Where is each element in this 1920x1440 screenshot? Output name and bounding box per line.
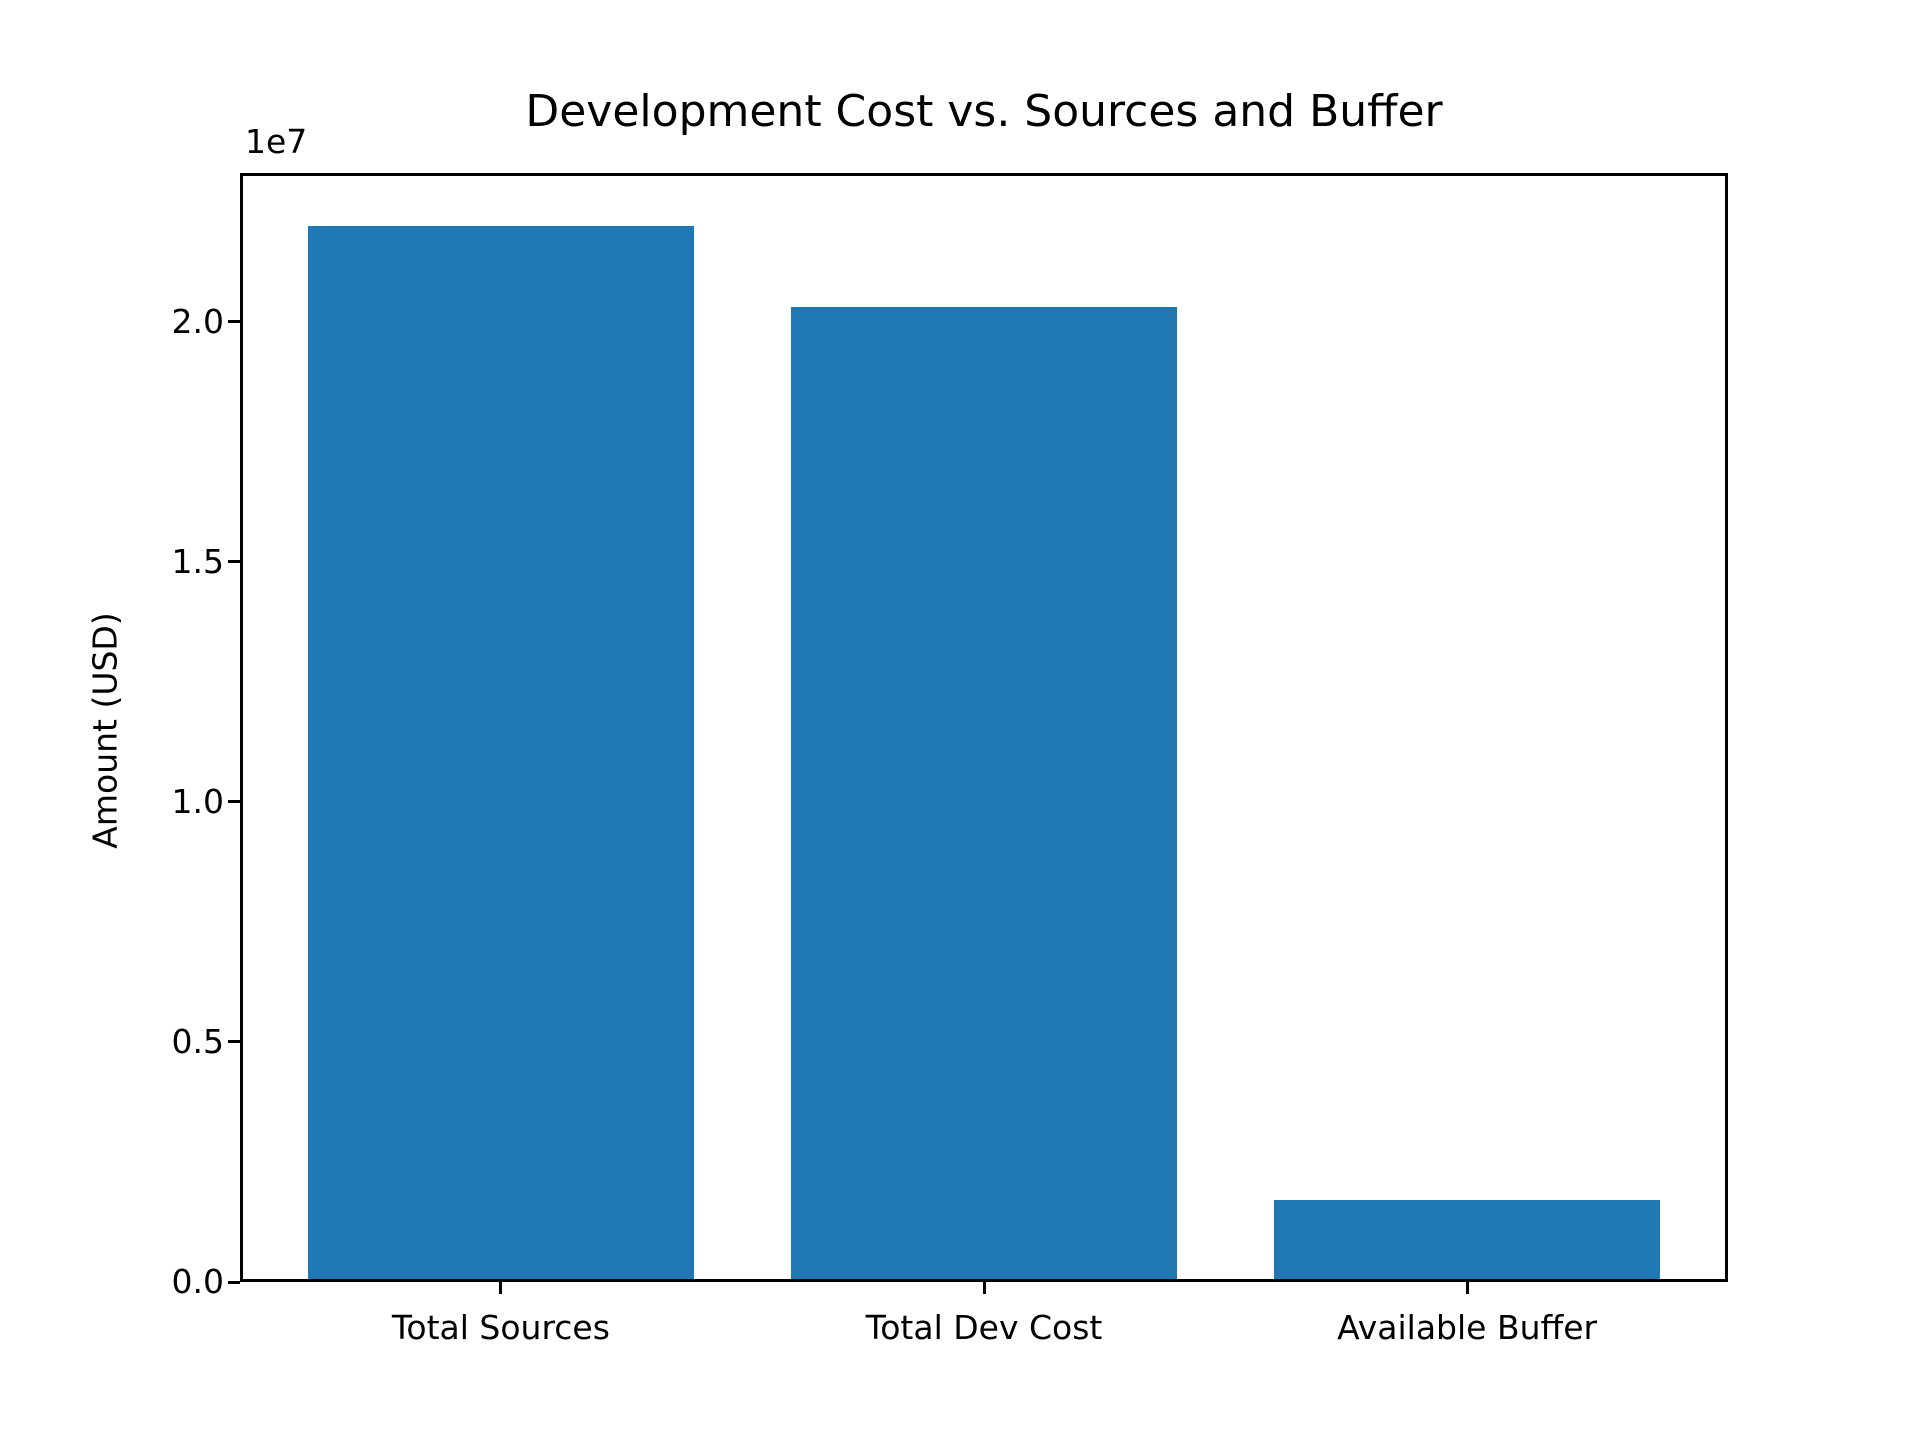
y-tick-label: 2.0 <box>171 301 224 341</box>
y-tick-label: 0.5 <box>171 1021 224 1061</box>
y-axis-offset-text: 1e7 <box>245 122 308 161</box>
chart-title: Development Cost vs. Sources and Buffer <box>525 86 1443 137</box>
y-tick-mark <box>228 800 240 804</box>
bar-total-dev-cost <box>790 307 1178 1282</box>
bar-total-sources <box>307 225 695 1282</box>
y-tick-label: 1.5 <box>171 541 224 581</box>
x-tick-mark <box>982 1282 986 1294</box>
y-tick-mark <box>228 560 240 564</box>
bar-available-buffer <box>1273 1200 1661 1282</box>
y-tick-mark <box>228 1040 240 1044</box>
y-tick-label: 0.0 <box>171 1262 224 1301</box>
y-tick-mark <box>228 320 240 324</box>
y-tick-mark <box>228 1280 240 1284</box>
x-tick-mark <box>1465 1282 1469 1294</box>
x-tick-label-available-buffer: Available Buffer <box>1337 1308 1598 1347</box>
y-tick-label: 1.0 <box>171 781 224 821</box>
x-tick-label-total-dev-cost: Total Dev Cost <box>865 1308 1103 1347</box>
x-tick-mark <box>499 1282 503 1294</box>
x-tick-label-total-sources: Total Sources <box>391 1308 610 1347</box>
